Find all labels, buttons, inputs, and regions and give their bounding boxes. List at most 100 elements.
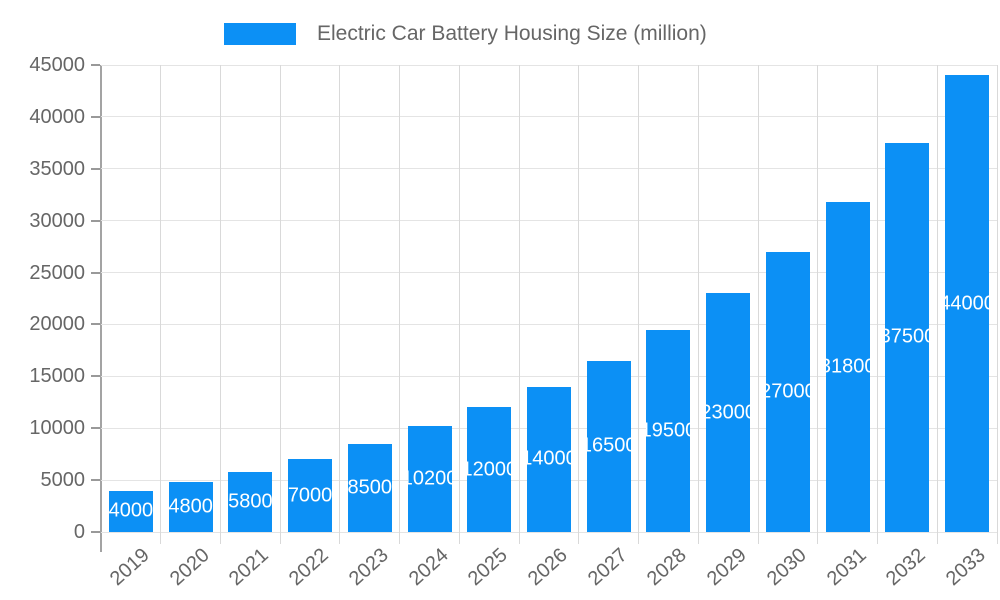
bar-2029[interactable]: 23000 xyxy=(706,293,751,532)
y-axis-label: 40000 xyxy=(29,105,85,128)
y-axis-tick xyxy=(91,323,100,326)
chart-legend[interactable]: Electric Car Battery Housing Size (milli… xyxy=(224,22,707,46)
v-gridline xyxy=(219,65,221,532)
bar-value-label: 5800 xyxy=(228,490,273,513)
h-gridline xyxy=(101,375,997,377)
x-axis-tick xyxy=(757,532,759,544)
v-gridline xyxy=(458,65,460,532)
y-axis-tick xyxy=(91,167,100,170)
v-gridline xyxy=(877,65,879,532)
v-gridline xyxy=(757,65,759,532)
y-axis-label: 35000 xyxy=(29,157,85,180)
bar-value-label: 12000 xyxy=(467,458,511,481)
bar-2021[interactable]: 5800 xyxy=(228,471,273,532)
v-gridline xyxy=(279,65,281,532)
x-axis-label: 2021 xyxy=(225,544,274,591)
v-gridline xyxy=(518,65,520,532)
v-gridline xyxy=(996,65,998,532)
x-axis-label: 2025 xyxy=(464,544,512,591)
x-axis-label: 2030 xyxy=(762,544,811,591)
bar-2030[interactable]: 27000 xyxy=(765,251,810,532)
x-axis-label: 2027 xyxy=(583,544,632,591)
x-axis-tick xyxy=(877,532,879,544)
bar-2031[interactable]: 31800 xyxy=(825,202,870,532)
x-axis-label: 2033 xyxy=(942,544,990,591)
bar-2024[interactable]: 10200 xyxy=(407,426,452,532)
bar-2025[interactable]: 12000 xyxy=(467,407,512,532)
y-axis-label: 10000 xyxy=(29,417,85,440)
bar-2028[interactable]: 19500 xyxy=(646,329,691,532)
x-axis-label: 2019 xyxy=(105,544,154,591)
y-axis-label: 20000 xyxy=(29,313,85,336)
x-axis-label: 2024 xyxy=(404,544,453,591)
bar-2033[interactable]: 44000 xyxy=(945,75,990,532)
x-axis-tick xyxy=(160,532,162,544)
x-axis-label: 2031 xyxy=(822,544,871,591)
y-axis-label: 25000 xyxy=(29,261,85,284)
y-axis-label: 0 xyxy=(73,521,85,543)
x-axis-label: 2028 xyxy=(643,544,692,591)
bar-value-label: 23000 xyxy=(706,401,750,424)
y-axis-tick xyxy=(91,64,100,66)
x-axis-tick xyxy=(399,532,401,544)
x-axis-tick xyxy=(697,532,699,544)
y-axis-label: 15000 xyxy=(29,365,85,388)
legend-label: Electric Car Battery Housing Size (milli… xyxy=(317,22,707,45)
x-axis-tick xyxy=(578,532,580,544)
x-axis-tick xyxy=(817,532,819,544)
y-axis-tick xyxy=(91,271,100,274)
bar-2026[interactable]: 14000 xyxy=(527,386,571,532)
bar-2032[interactable]: 37500 xyxy=(885,142,930,532)
plot-area: 4000 4800 5800 7000 8500 10200 12000 14000 16500… xyxy=(101,64,998,533)
h-gridline xyxy=(101,531,997,533)
v-gridline xyxy=(697,65,699,532)
h-gridline xyxy=(101,220,997,222)
h-gridline xyxy=(101,323,997,325)
bar-value-label: 14000 xyxy=(527,447,571,470)
bar-2020[interactable]: 4800 xyxy=(168,482,213,532)
y-axis-tick xyxy=(91,479,100,482)
y-axis-line xyxy=(100,65,102,552)
h-gridline xyxy=(101,64,997,66)
y-axis-tick xyxy=(91,115,100,118)
bar-value-label: 8500 xyxy=(347,476,392,499)
x-axis-label: 2032 xyxy=(882,544,931,591)
bar-value-label: 4000 xyxy=(108,499,153,522)
bar-2023[interactable]: 8500 xyxy=(347,443,392,532)
x-axis-tick xyxy=(339,532,341,544)
bar-value-label: 4800 xyxy=(168,495,213,518)
v-gridline xyxy=(339,65,341,532)
v-gridline xyxy=(936,65,938,532)
x-axis-label: 2022 xyxy=(284,544,333,591)
h-gridline xyxy=(101,272,997,274)
x-axis-tick xyxy=(518,532,520,544)
v-gridline xyxy=(399,65,401,532)
y-axis-label: 45000 xyxy=(29,54,85,76)
v-gridline xyxy=(817,65,819,532)
bar-value-label: 7000 xyxy=(288,484,333,507)
bar-2027[interactable]: 16500 xyxy=(586,360,631,532)
bar-2019[interactable]: 4000 xyxy=(108,490,153,532)
h-gridline xyxy=(101,116,997,118)
x-axis-tick xyxy=(936,532,938,544)
h-gridline xyxy=(101,168,997,170)
x-axis-label: 2020 xyxy=(165,544,214,591)
y-axis-tick xyxy=(91,531,100,533)
bar-value-label: 19500 xyxy=(646,419,690,442)
bar-2022[interactable]: 7000 xyxy=(288,459,333,532)
y-axis-tick xyxy=(91,375,100,378)
x-axis-label: 2026 xyxy=(523,544,572,591)
bar-value-label: 10200 xyxy=(408,467,452,490)
y-axis-tick xyxy=(91,219,100,222)
legend-swatch-icon xyxy=(224,23,296,45)
x-axis-tick xyxy=(638,532,640,544)
y-axis-label: 5000 xyxy=(40,469,86,492)
x-axis-tick xyxy=(219,532,221,544)
v-gridline xyxy=(638,65,640,532)
v-gridline xyxy=(160,65,162,532)
y-axis-tick xyxy=(91,427,100,430)
bar-value-label: 44000 xyxy=(945,292,989,315)
bar-value-label: 27000 xyxy=(766,380,810,403)
x-axis-label: 2023 xyxy=(344,544,393,591)
